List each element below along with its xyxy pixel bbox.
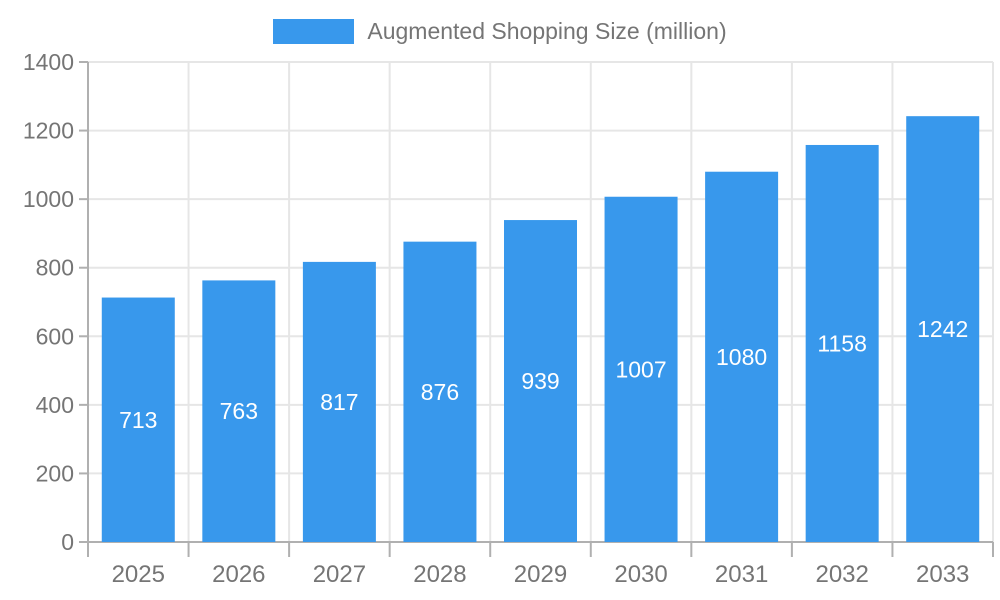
bar <box>604 196 678 542</box>
bar <box>705 171 779 542</box>
bar-value-label: 1158 <box>817 330 866 356</box>
bar-value-label: 817 <box>320 389 358 415</box>
legend-label: Augmented Shopping Size (million) <box>367 17 727 44</box>
bar <box>805 144 879 542</box>
legend: Augmented Shopping Size (million) <box>0 17 1000 45</box>
y-tick-label: 800 <box>36 255 74 281</box>
x-tick-label: 2029 <box>514 561 567 588</box>
x-tick-label: 2030 <box>614 561 667 588</box>
x-tick-label: 2025 <box>112 561 165 588</box>
bar-value-label: 1080 <box>716 344 767 370</box>
x-tick-label: 2032 <box>815 561 868 588</box>
y-tick-label: 1000 <box>23 186 74 212</box>
bar <box>302 261 376 542</box>
bar <box>202 280 276 542</box>
bar <box>906 116 980 543</box>
x-tick-label: 2027 <box>313 561 366 588</box>
y-tick-label: 0 <box>61 529 74 555</box>
y-tick-label: 1400 <box>23 49 74 75</box>
bar <box>504 220 577 543</box>
x-tick-label: 2028 <box>413 561 466 588</box>
bar <box>403 241 477 542</box>
bar <box>101 297 175 542</box>
y-tick-label: 400 <box>36 392 74 418</box>
legend-swatch <box>273 18 355 44</box>
x-tick-label: 2031 <box>715 561 768 588</box>
bar-value-label: 713 <box>119 407 157 433</box>
bar-value-label: 876 <box>421 379 459 405</box>
bar-value-label: 1242 <box>917 316 968 342</box>
y-tick-label: 600 <box>36 323 74 349</box>
x-tick-label: 2033 <box>916 561 969 588</box>
y-tick-label: 200 <box>36 460 74 486</box>
y-tick-label: 1200 <box>23 118 74 144</box>
bar-value-label: 939 <box>521 368 559 394</box>
bar-value-label: 1007 <box>615 356 666 382</box>
bar-value-label: 763 <box>220 398 258 424</box>
x-tick-label: 2026 <box>212 561 265 588</box>
